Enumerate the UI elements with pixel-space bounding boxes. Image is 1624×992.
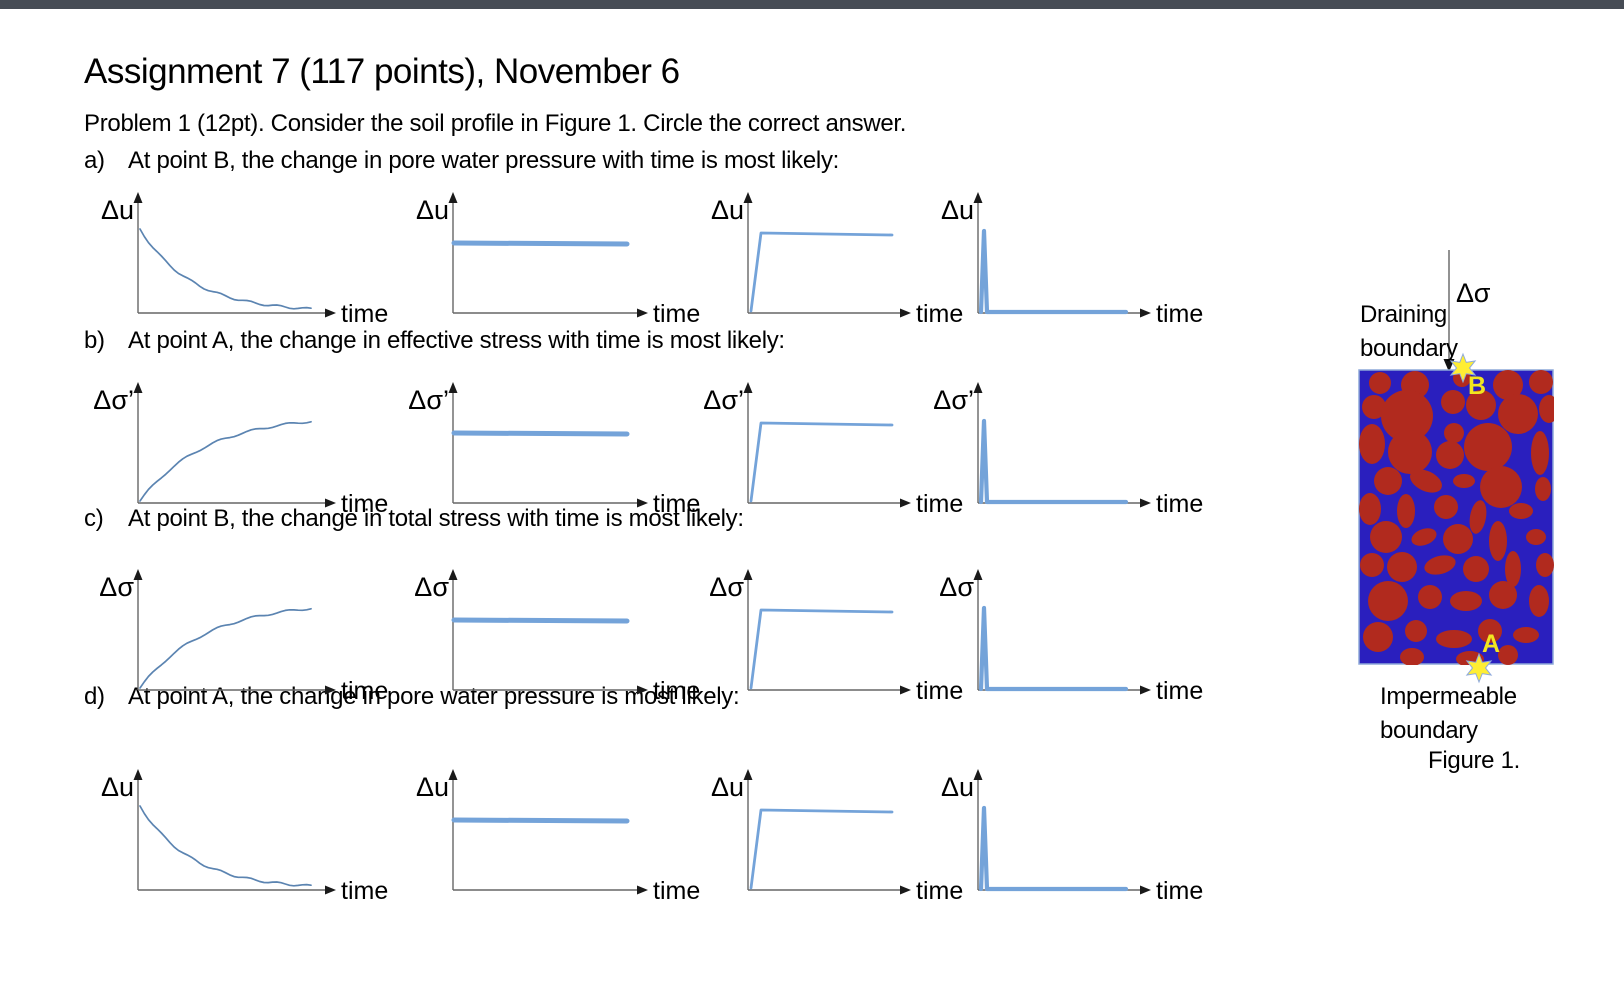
y-axis-label: Δσ xyxy=(709,572,744,602)
time-axis-label: time xyxy=(653,300,700,328)
chart-a-option2-constant-line: Δu time xyxy=(416,192,700,328)
question-a-letter: a) xyxy=(84,147,105,174)
point-a-label: A xyxy=(1482,630,1500,658)
time-axis-label: time xyxy=(916,877,963,905)
soil-profile-box xyxy=(1358,369,1554,665)
time-axis-label: time xyxy=(341,677,388,705)
y-axis-label: Δu xyxy=(101,195,134,225)
impermeable-boundary-label: Impermeable boundary xyxy=(1380,683,1517,744)
question-b-text: At point A, the change in effective stre… xyxy=(128,327,785,354)
chart-b-option3-rise-plateau: Δσ’ time xyxy=(703,382,963,518)
draining-boundary-label: Draining boundary xyxy=(1360,301,1458,362)
time-axis-label: time xyxy=(916,677,963,705)
question-c-text: At point B, the change in total stress w… xyxy=(128,505,744,532)
problem-statement: Problem 1 (12pt). Consider the soil prof… xyxy=(84,110,907,137)
y-axis-label: Δu xyxy=(941,772,974,802)
y-axis-label: Δu xyxy=(711,772,744,802)
soil-particles xyxy=(1359,369,1554,665)
y-axis-label: Δσ’ xyxy=(93,385,134,415)
y-axis-label: Δu xyxy=(416,195,449,225)
chart-d-option4-spike: Δu time xyxy=(941,769,1203,905)
chart-b-option2-constant-line: Δσ’ time xyxy=(408,382,700,518)
question-c-letter: c) xyxy=(84,505,104,532)
y-axis-label: Δu xyxy=(711,195,744,225)
chart-a-option1-decay-curve: Δu time xyxy=(101,192,388,328)
window-top-bar xyxy=(0,0,1624,9)
chart-c-option4-spike: Δσ time xyxy=(939,569,1203,705)
chart-d-option1-decay-curve: Δu time xyxy=(101,769,388,905)
question-b: b) At point A, the change in effective s… xyxy=(84,327,785,355)
chart-d-option2-constant-line: Δu time xyxy=(416,769,700,905)
y-axis-label: Δu xyxy=(101,772,134,802)
question-c: c) At point B, the change in total stres… xyxy=(84,505,744,533)
time-axis-label: time xyxy=(653,677,700,705)
point-b-star-icon xyxy=(1449,352,1477,384)
chart-a-option3-rise-plateau: Δu time xyxy=(711,192,963,328)
time-axis-label: time xyxy=(1156,490,1203,518)
y-axis-label: Δu xyxy=(416,772,449,802)
y-axis-label: Δσ’ xyxy=(933,385,974,415)
y-axis-label: Δσ xyxy=(939,572,974,602)
question-b-letter: b) xyxy=(84,327,105,354)
chart-a-option4-spike: Δu time xyxy=(941,192,1203,328)
chart-b-option1-growth-curve: Δσ’ time xyxy=(93,382,388,518)
time-axis-label: time xyxy=(341,300,388,328)
question-d-letter: d) xyxy=(84,683,105,710)
y-axis-label: Δσ xyxy=(414,572,449,602)
time-axis-label: time xyxy=(916,300,963,328)
point-a-star-icon xyxy=(1465,652,1493,684)
question-a: a) At point B, the change in pore water … xyxy=(84,147,839,175)
page-title: Assignment 7 (117 points), November 6 xyxy=(84,52,680,91)
y-axis-label: Δσ’ xyxy=(703,385,744,415)
chart-c-option1-growth-curve: Δσ time xyxy=(99,569,388,705)
point-b-label: B xyxy=(1468,372,1486,400)
y-axis-label: Δσ’ xyxy=(408,385,449,415)
time-axis-label: time xyxy=(916,490,963,518)
time-axis-label: time xyxy=(341,877,388,905)
chart-d-option3-rise-plateau: Δu time xyxy=(711,769,963,905)
chart-c-option3-rise-plateau: Δσ time xyxy=(709,569,963,705)
time-axis-label: time xyxy=(653,877,700,905)
time-axis-label: time xyxy=(1156,677,1203,705)
y-axis-label: Δσ xyxy=(99,572,134,602)
y-axis-label: Δu xyxy=(941,195,974,225)
time-axis-label: time xyxy=(1156,300,1203,328)
time-axis-label: time xyxy=(653,490,700,518)
time-axis-label: time xyxy=(1156,877,1203,905)
figure-caption: Figure 1. xyxy=(1428,747,1521,774)
figure-1: Δσ Draining boundary B A Impermeable bou… xyxy=(1310,250,1624,795)
question-a-text: At point B, the change in pore water pre… xyxy=(128,147,840,174)
time-axis-label: time xyxy=(341,490,388,518)
applied-stress-label: Δσ xyxy=(1456,278,1491,308)
chart-b-option4-spike: Δσ’ time xyxy=(933,382,1203,518)
chart-c-option2-constant-line: Δσ time xyxy=(414,569,700,705)
